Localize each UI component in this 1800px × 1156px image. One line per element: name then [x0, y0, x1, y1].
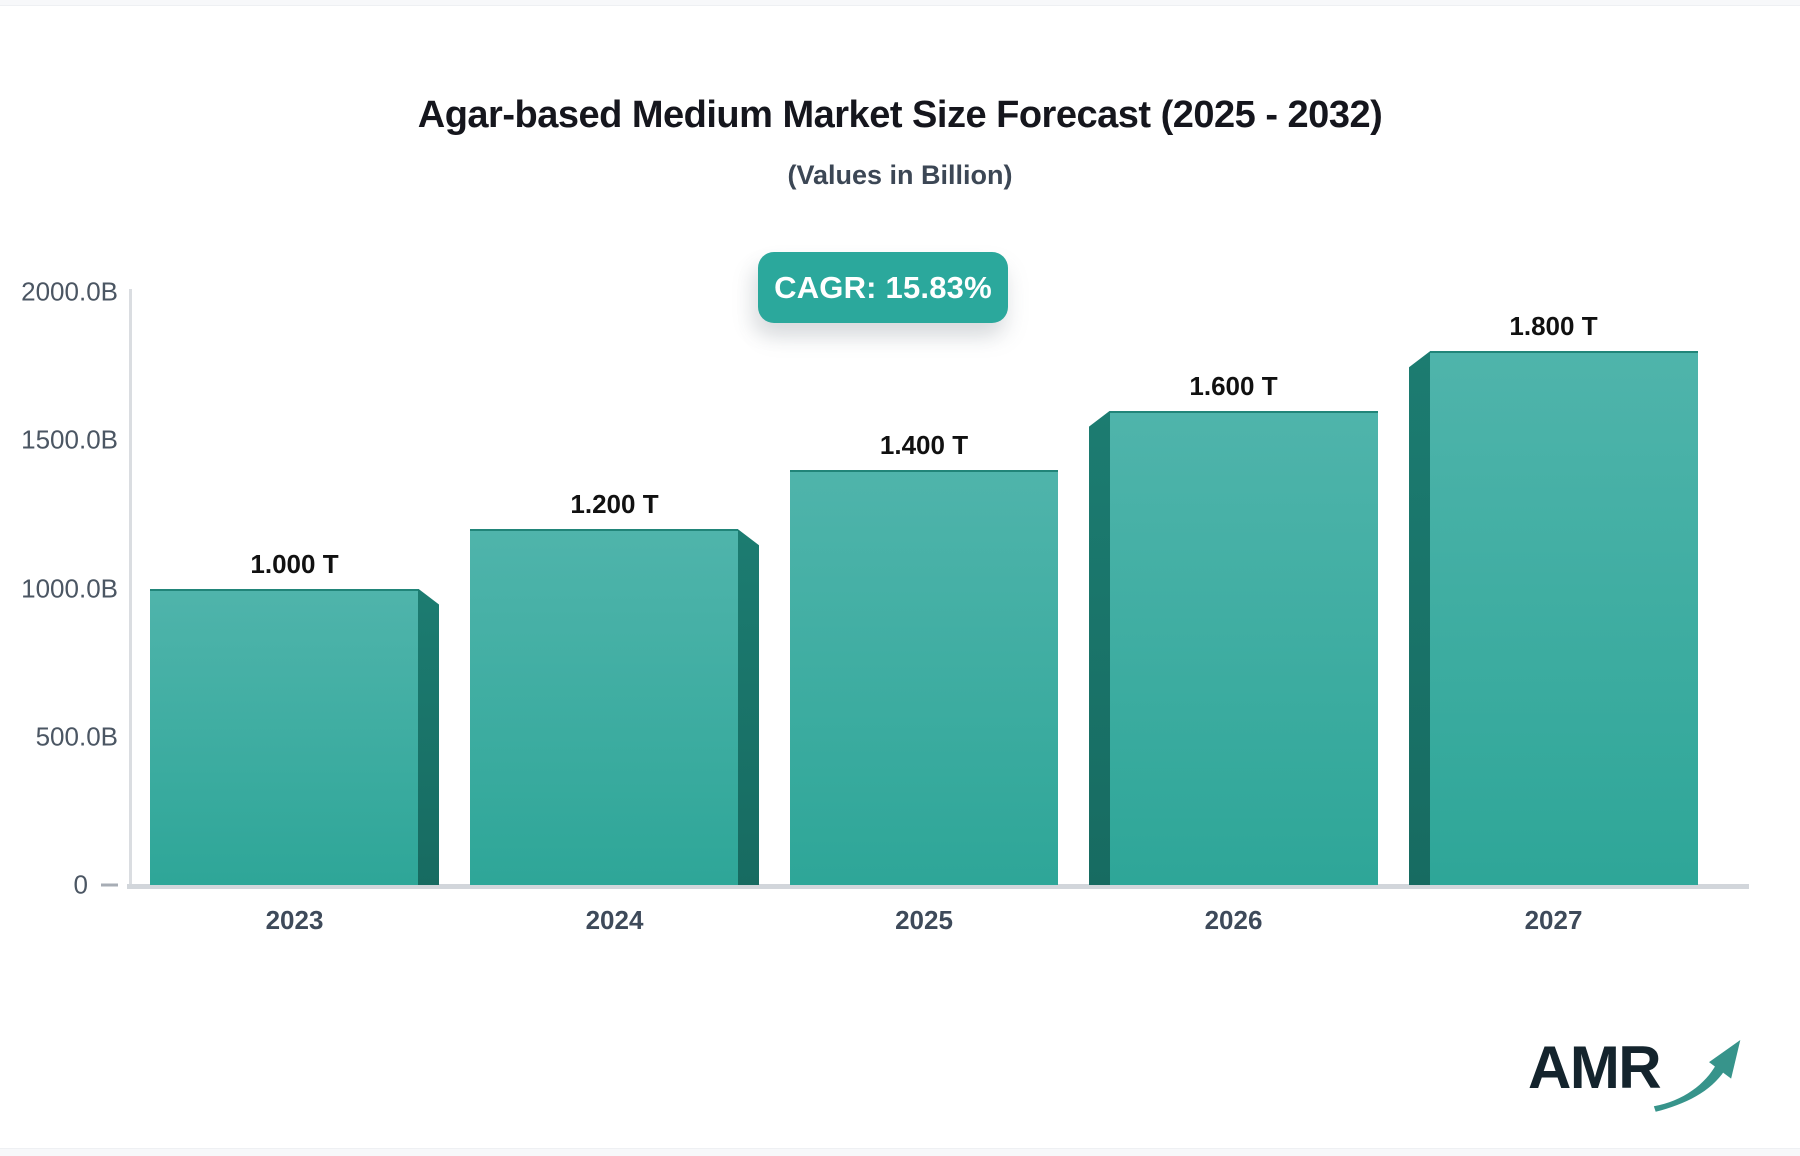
bar-value-label: 1.400 T	[879, 429, 969, 460]
y-tick-text: 2000.0B	[21, 276, 118, 307]
y-tick-text: 1500.0B	[21, 424, 118, 455]
y-tick-text: 1000.0B	[21, 573, 118, 603]
bar-side-face	[1409, 351, 1430, 885]
chart-title: Agar-based Medium Market Size Forecast (…	[417, 94, 1383, 136]
bar	[150, 588, 418, 885]
y-tick-text: 500.0B	[35, 721, 118, 752]
y-tick-label: 2000.0B	[0, 277, 118, 308]
bottom-edge-strip	[0, 1148, 1800, 1156]
bar-value-label: 1.600 T	[1189, 370, 1278, 401]
zero-tick-dash	[101, 883, 118, 887]
bar-side-face	[418, 588, 439, 885]
y-tick-label: 1000.0B	[0, 573, 118, 604]
bar	[470, 529, 738, 885]
bar-value-label: 1.000 T	[250, 548, 339, 579]
cagr-badge: CAGR: 15.83%	[758, 252, 1008, 323]
bar	[790, 469, 1058, 885]
bar	[1430, 351, 1698, 885]
bar	[1110, 410, 1378, 885]
bar-value-label: 1.200 T	[570, 489, 659, 520]
x-tick-label: 2023	[265, 905, 324, 935]
y-tick-label: 0	[0, 870, 118, 901]
x-axis-line	[127, 884, 1749, 889]
y-tick-text: 0	[73, 869, 88, 900]
y-tick-label: 1500.0B	[0, 425, 118, 456]
chart-subtitle: (Values in Billion)	[787, 160, 1013, 190]
x-tick-label: 2027	[1524, 905, 1583, 935]
growth-arrow-icon	[1653, 1040, 1741, 1112]
amr-logo: AMR	[1528, 1036, 1744, 1112]
top-edge-strip	[0, 0, 1800, 6]
y-tick-label: 500.0B	[0, 721, 118, 752]
x-tick-label: 2024	[585, 905, 644, 935]
bar-value-label: 1.800 T	[1509, 311, 1598, 342]
y-axis-line	[129, 289, 132, 887]
x-tick-label: 2026	[1204, 905, 1263, 935]
bar-side-face	[738, 529, 759, 885]
x-tick-label: 2025	[895, 905, 953, 935]
bar-side-face	[1089, 410, 1110, 885]
amr-logo-text: AMR	[1528, 1034, 1662, 1101]
